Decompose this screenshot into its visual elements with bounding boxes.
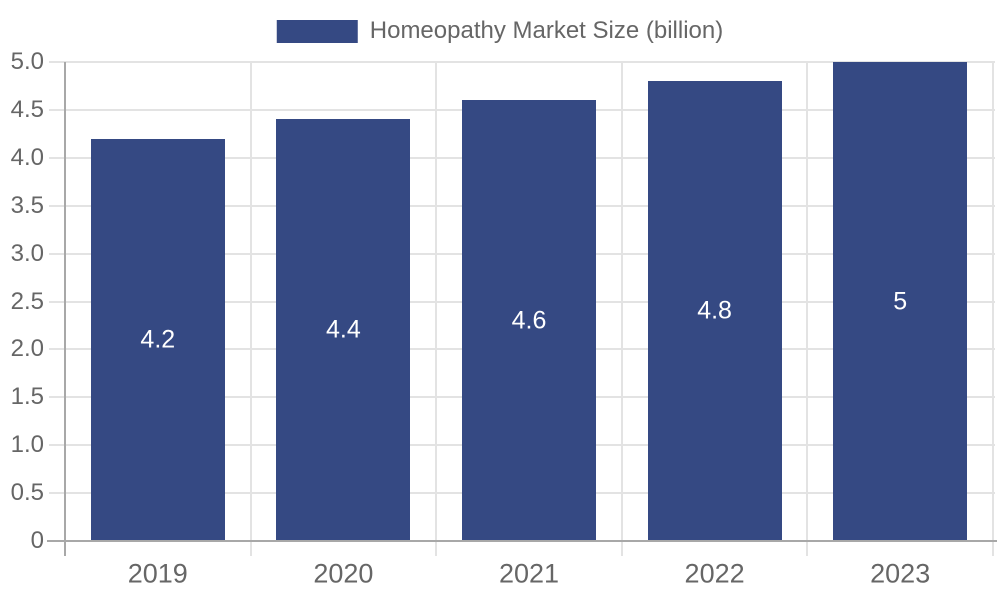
- y-axis-tick: [49, 444, 65, 447]
- bar-value-label: 4.8: [697, 296, 732, 325]
- x-axis-line: [47, 540, 997, 542]
- v-gridline: [435, 62, 438, 556]
- y-tick-label: 3.5: [10, 191, 44, 219]
- y-axis-line: [64, 62, 66, 556]
- x-tick-label: 2021: [498, 558, 560, 589]
- y-axis-tick: [49, 252, 65, 255]
- y-axis-tick: [49, 204, 65, 207]
- y-axis-tick: [49, 348, 65, 351]
- y-tick-label: 1.5: [10, 383, 44, 411]
- y-axis-tick: [49, 492, 65, 495]
- y-tick-label: 4.5: [10, 95, 44, 123]
- bar: [90, 138, 225, 541]
- y-axis-tick: [49, 300, 65, 303]
- bar-value-label: 5: [893, 287, 908, 315]
- y-tick-label: 4.0: [10, 143, 44, 171]
- v-gridline: [249, 62, 252, 556]
- y-axis-tick: [49, 108, 65, 111]
- y-axis-tick: [49, 156, 65, 159]
- y-tick-label: 0.5: [10, 479, 44, 507]
- legend[interactable]: Homeopathy Market Size (billion): [276, 17, 724, 45]
- y-axis-tick: [49, 61, 65, 63]
- y-tick-label: 5.0: [10, 48, 44, 75]
- y-axis-tick: [49, 396, 65, 399]
- legend-label: Homeopathy Market Size (billion): [369, 17, 724, 44]
- v-gridline: [620, 62, 623, 556]
- x-tick-label: 2020: [313, 558, 374, 589]
- y-tick-label: 1.0: [10, 431, 44, 459]
- y-tick-label: 3.0: [10, 239, 44, 267]
- bar-value-label: 4.6: [511, 306, 547, 335]
- bar-value-label: 4.4: [326, 315, 361, 344]
- y-tick-label: 0: [30, 527, 44, 554]
- bar: [647, 81, 782, 541]
- bar: [833, 62, 968, 541]
- v-gridline: [806, 62, 809, 556]
- x-tick-label: 2023: [870, 558, 931, 589]
- bar: [276, 119, 411, 541]
- x-tick-label: 2019: [127, 558, 188, 589]
- h-gridline: [65, 61, 995, 63]
- bar: [462, 100, 596, 541]
- x-tick-label: 2022: [684, 558, 745, 589]
- y-tick-label: 2.5: [10, 287, 44, 315]
- y-tick-label: 2.0: [10, 335, 44, 363]
- bar-value-label: 4.2: [140, 325, 176, 354]
- v-gridline: [992, 62, 994, 556]
- legend-swatch-icon: [276, 19, 358, 43]
